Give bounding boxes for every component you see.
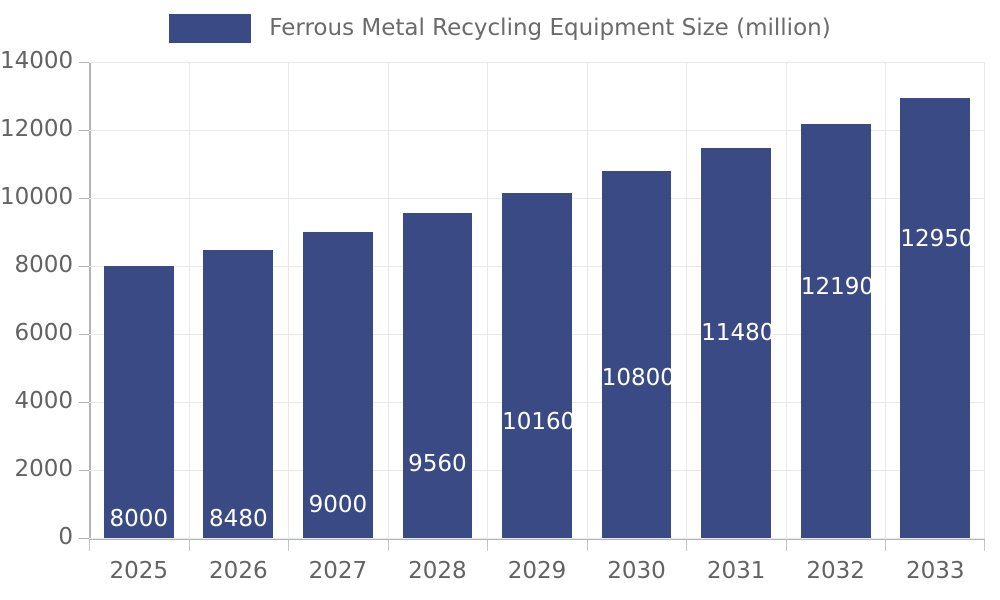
bar-data-label: 12190 xyxy=(800,273,874,300)
y-gridline xyxy=(89,130,985,131)
bar[interactable]: 9000 xyxy=(303,232,373,538)
y-tick-label: 10000 xyxy=(0,184,74,210)
legend-item-label: Ferrous Metal Recycling Equipment Size (… xyxy=(269,14,831,41)
x-tick-label: 2026 xyxy=(209,558,268,584)
x-tick-mark xyxy=(188,540,190,551)
x-tick-mark xyxy=(885,540,887,551)
x-gridline xyxy=(487,62,489,538)
y-tick-mark xyxy=(79,62,89,63)
y-tick-label: 2000 xyxy=(14,456,73,482)
x-tick-label: 2028 xyxy=(408,558,467,584)
bar-data-label: 9560 xyxy=(408,450,467,477)
x-gridline xyxy=(686,62,688,538)
x-tick-label: 2030 xyxy=(607,558,666,584)
x-tick-mark xyxy=(686,540,688,551)
y-tick-label: 4000 xyxy=(14,388,73,414)
plot-area: 8000 8480 9000 9560 10160 10800 11480 12190 1295… xyxy=(89,62,985,539)
y-tick-label: 0 xyxy=(58,524,73,550)
y-tick-label: 12000 xyxy=(0,116,74,142)
x-tick-label: 2029 xyxy=(507,558,567,584)
bar-data-label: 10160 xyxy=(502,408,576,435)
bar[interactable]: 8480 xyxy=(203,249,274,538)
x-tick-mark xyxy=(387,540,389,551)
bar-data-label: 11480 xyxy=(701,319,775,346)
bar[interactable]: 8000 xyxy=(103,266,174,538)
bar-data-label: 8000 xyxy=(109,506,169,532)
x-tick-mark xyxy=(586,540,588,551)
legend-item-ferrous-metal-recycling-equipment-size[interactable]: Ferrous Metal Recycling Equipment Size (… xyxy=(169,13,831,43)
x-gridline xyxy=(188,62,190,538)
x-tick-mark xyxy=(785,540,787,551)
x-gridline xyxy=(288,62,290,538)
x-tick-label: 2027 xyxy=(308,558,368,584)
bar[interactable]: 9560 xyxy=(402,212,473,538)
bar[interactable]: 10800 xyxy=(601,170,675,538)
x-tick-label: 2033 xyxy=(905,558,965,584)
bar[interactable]: 12950 xyxy=(900,97,974,538)
x-gridline xyxy=(785,62,787,538)
x-tick-label: 2025 xyxy=(109,558,169,584)
y-tick-mark xyxy=(79,198,89,199)
bar-data-label: 8480 xyxy=(209,506,268,532)
y-gridline xyxy=(89,62,985,63)
x-gridline xyxy=(885,62,887,538)
x-axis-spine xyxy=(89,538,985,540)
y-tick-mark xyxy=(79,130,89,131)
x-gridline xyxy=(586,62,588,538)
x-gridline xyxy=(387,62,389,538)
chart-legend: Ferrous Metal Recycling Equipment Size (… xyxy=(0,0,1000,56)
y-gridline xyxy=(89,538,985,539)
x-tick-mark xyxy=(288,540,290,551)
bar[interactable]: 12190 xyxy=(800,123,874,538)
y-tick-label: 8000 xyxy=(14,252,73,278)
x-tick-label: 2031 xyxy=(706,558,766,584)
y-tick-mark xyxy=(79,266,89,267)
x-tick-mark xyxy=(984,540,985,551)
bar[interactable]: 10160 xyxy=(502,192,576,538)
legend-color-swatch xyxy=(169,13,252,43)
bar-data-label: 12950 xyxy=(900,225,974,252)
y-tick-mark xyxy=(79,538,89,539)
x-gridline xyxy=(984,62,985,538)
y-tick-mark xyxy=(79,402,89,403)
y-tick-mark xyxy=(79,334,89,335)
x-tick-label: 2032 xyxy=(806,558,865,584)
bar-data-label: 10800 xyxy=(601,364,675,391)
y-tick-mark xyxy=(79,470,89,471)
bar[interactable]: 11480 xyxy=(701,147,775,538)
x-tick-mark xyxy=(487,540,489,551)
y-tick-label: 6000 xyxy=(14,320,73,346)
x-tick-mark xyxy=(89,540,90,551)
bar-data-label: 9000 xyxy=(308,492,368,518)
y-tick-label: 14000 xyxy=(0,48,74,74)
y-axis-spine xyxy=(89,62,91,539)
